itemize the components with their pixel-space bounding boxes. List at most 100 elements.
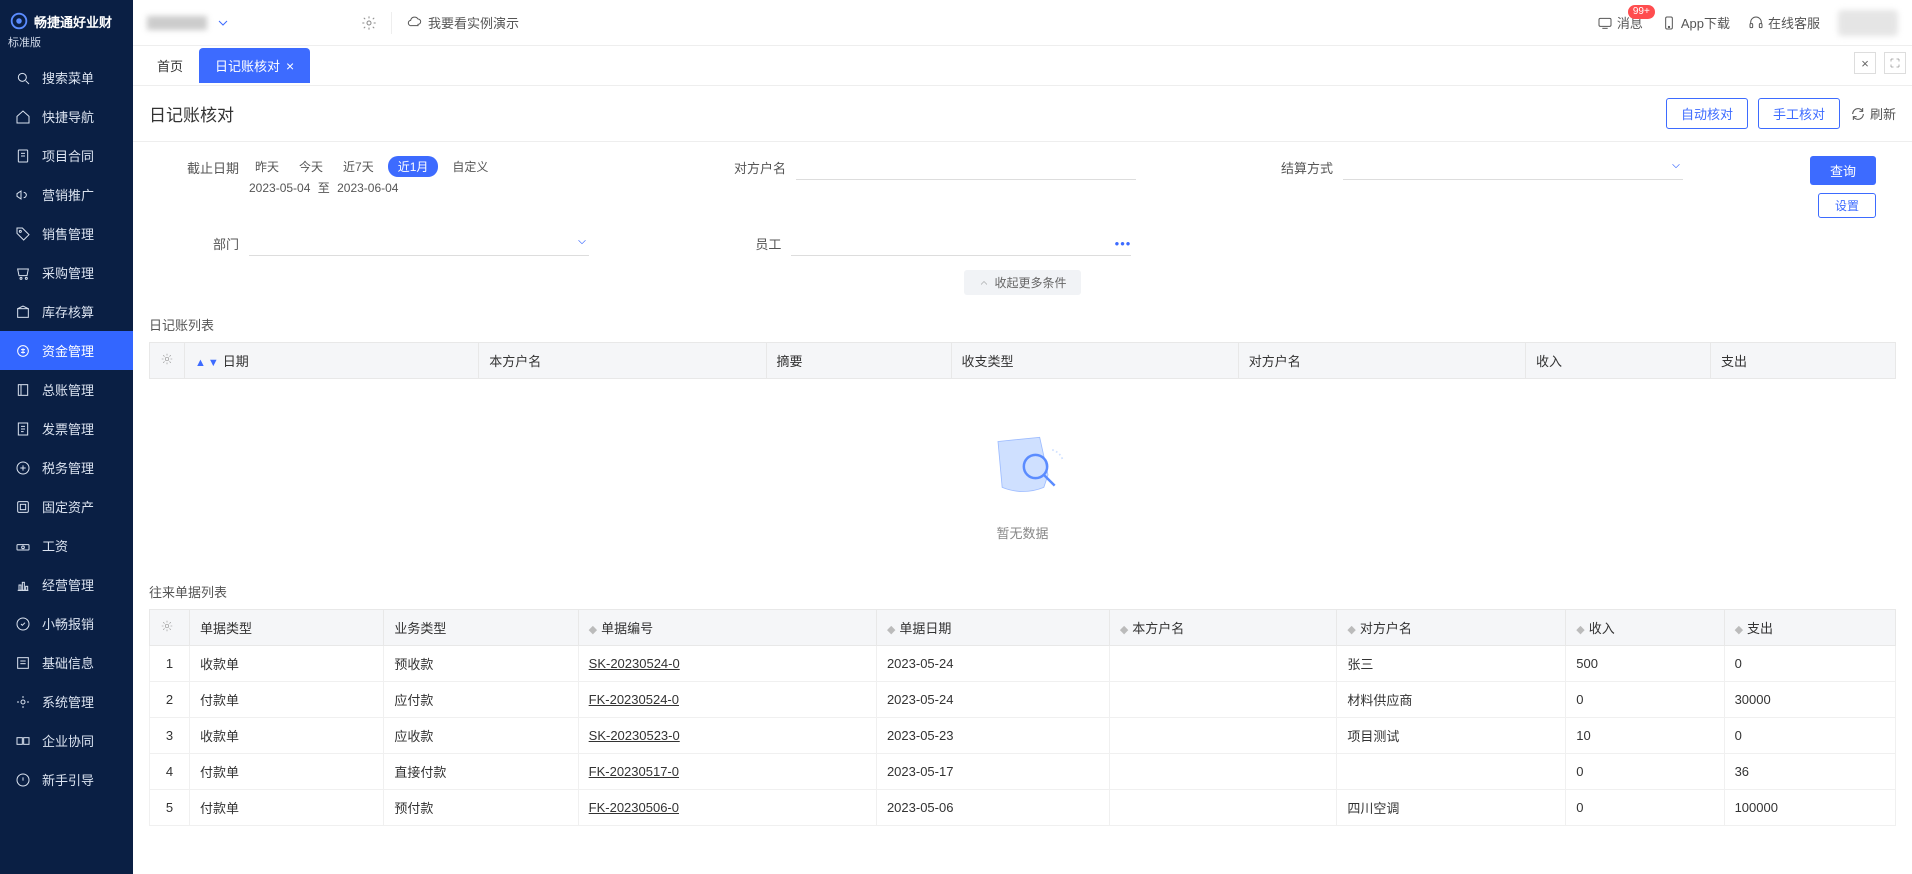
date-label: 截止日期 bbox=[169, 156, 239, 177]
col-doc-date[interactable]: ◆单据日期 bbox=[876, 610, 1109, 646]
col-doc-no[interactable]: ◆单据编号 bbox=[578, 610, 876, 646]
cell-doc-no[interactable]: FK-20230524-0 bbox=[578, 682, 876, 718]
sidebar-item-3[interactable]: 营销推广 bbox=[0, 175, 133, 214]
cell-doc-date: 2023-05-23 bbox=[876, 718, 1109, 754]
tab-close-icon[interactable]: × bbox=[286, 59, 294, 73]
page-title: 日记账核对 bbox=[149, 101, 234, 126]
settle-method-label: 结算方式 bbox=[1263, 156, 1333, 177]
customer-service-button[interactable]: 在线客服 bbox=[1748, 13, 1820, 32]
collapse-filters-label: 收起更多条件 bbox=[994, 274, 1066, 291]
col-our-acct[interactable]: 本方户名 bbox=[479, 343, 766, 379]
collapse-filters-button[interactable]: 收起更多条件 bbox=[964, 270, 1080, 295]
table-gear-header[interactable] bbox=[150, 610, 190, 646]
sidebar-item-6[interactable]: 库存核算 bbox=[0, 292, 133, 331]
cell-doc-no[interactable]: SK-20230524-0 bbox=[578, 646, 876, 682]
date-option-1[interactable]: 今天 bbox=[293, 156, 329, 177]
dept-input[interactable] bbox=[249, 232, 575, 255]
sidebar-item-label: 库存核算 bbox=[42, 302, 94, 321]
tab-home[interactable]: 首页 bbox=[141, 48, 199, 83]
tab-bar: 首页 日记账核对 × × bbox=[133, 46, 1912, 86]
sidebar-item-17[interactable]: 企业协同 bbox=[0, 721, 133, 760]
date-option-3[interactable]: 近1月 bbox=[388, 156, 439, 177]
more-icon: ••• bbox=[1115, 236, 1132, 251]
settle-method-input[interactable] bbox=[1343, 156, 1669, 179]
chevron-down-icon bbox=[215, 15, 231, 31]
gear-icon[interactable] bbox=[361, 15, 377, 31]
col-income2[interactable]: ◆收入 bbox=[1566, 610, 1724, 646]
col-doc-type[interactable]: 单据类型 bbox=[190, 610, 384, 646]
sidebar-item-18[interactable]: 新手引导 bbox=[0, 760, 133, 799]
sidebar-item-16[interactable]: 系统管理 bbox=[0, 682, 133, 721]
cell-doc-type: 付款单 bbox=[190, 754, 384, 790]
col-summary[interactable]: 摘要 bbox=[766, 343, 951, 379]
sidebar-item-12[interactable]: 工资 bbox=[0, 526, 133, 565]
dept-select[interactable] bbox=[249, 232, 589, 256]
brand-name: 畅捷通好业财 bbox=[34, 12, 112, 31]
col-income[interactable]: 收入 bbox=[1526, 343, 1711, 379]
app-download-button[interactable]: App下载 bbox=[1661, 13, 1730, 32]
sidebar-item-11[interactable]: 固定资产 bbox=[0, 487, 133, 526]
cell-doc-no[interactable]: FK-20230517-0 bbox=[578, 754, 876, 790]
sidebar-item-7[interactable]: 资金管理 bbox=[0, 331, 133, 370]
sidebar-item-9[interactable]: 发票管理 bbox=[0, 409, 133, 448]
app-download-label: App下载 bbox=[1681, 13, 1730, 32]
cell-doc-no[interactable]: SK-20230523-0 bbox=[578, 718, 876, 754]
col-biz-type[interactable]: 业务类型 bbox=[384, 610, 578, 646]
cell-income: 0 bbox=[1566, 682, 1724, 718]
cell-doc-date: 2023-05-24 bbox=[876, 646, 1109, 682]
refresh-button[interactable]: 刷新 bbox=[1850, 104, 1896, 123]
col-their-acct[interactable]: 对方户名 bbox=[1238, 343, 1525, 379]
refresh-label: 刷新 bbox=[1870, 104, 1896, 123]
sidebar-item-15[interactable]: 基础信息 bbox=[0, 643, 133, 682]
demo-link[interactable]: 我要看实例演示 bbox=[406, 13, 519, 32]
settings-button[interactable]: 设置 bbox=[1818, 193, 1876, 218]
date-option-0[interactable]: 昨天 bbox=[249, 156, 285, 177]
user-avatar[interactable] bbox=[1838, 10, 1898, 36]
col-our-acct2[interactable]: ◆本方户名 bbox=[1109, 610, 1337, 646]
sidebar-item-13[interactable]: 经营管理 bbox=[0, 565, 133, 604]
date-option-4[interactable]: 自定义 bbox=[446, 156, 494, 177]
sidebar-item-10[interactable]: 税务管理 bbox=[0, 448, 133, 487]
table-row: 3收款单应收款SK-20230523-02023-05-23项目测试100 bbox=[150, 718, 1896, 754]
tabs-fullscreen-icon[interactable] bbox=[1884, 52, 1906, 74]
col-their-acct2[interactable]: ◆对方户名 bbox=[1337, 610, 1566, 646]
messages-button[interactable]: 消息 99+ bbox=[1597, 13, 1643, 32]
tab-journal-check[interactable]: 日记账核对 × bbox=[199, 48, 310, 83]
sidebar-item-2[interactable]: 项目合同 bbox=[0, 136, 133, 175]
table-row: 5付款单预付款FK-20230506-02023-05-06四川空调010000… bbox=[150, 790, 1896, 826]
col-expense[interactable]: 支出 bbox=[1711, 343, 1896, 379]
col-io-type[interactable]: 收支类型 bbox=[951, 343, 1238, 379]
counterparty-input[interactable] bbox=[796, 156, 1136, 180]
chevron-up-icon bbox=[978, 277, 990, 289]
gear-icon bbox=[160, 352, 174, 366]
mobile-icon bbox=[1661, 15, 1677, 31]
tabs-close-all-icon[interactable]: × bbox=[1854, 52, 1876, 74]
row-index: 1 bbox=[150, 646, 190, 682]
auto-check-button[interactable]: 自动核对 bbox=[1666, 98, 1748, 129]
settle-method-select[interactable] bbox=[1343, 156, 1683, 180]
sidebar-item-8[interactable]: 总账管理 bbox=[0, 370, 133, 409]
sidebar-item-0[interactable]: 搜索菜单 bbox=[0, 58, 133, 97]
sidebar-item-4[interactable]: 销售管理 bbox=[0, 214, 133, 253]
sidebar-item-14[interactable]: 小畅报销 bbox=[0, 604, 133, 643]
col-expense2[interactable]: ◆支出 bbox=[1724, 610, 1895, 646]
sidebar-item-label: 销售管理 bbox=[42, 224, 94, 243]
sidebar-item-label: 经营管理 bbox=[42, 575, 94, 594]
query-button[interactable]: 查询 bbox=[1810, 156, 1876, 185]
col-date[interactable]: ▲▼日期 bbox=[185, 343, 479, 379]
sidebar-item-5[interactable]: 采购管理 bbox=[0, 253, 133, 292]
brand-logo-icon bbox=[8, 10, 30, 32]
staff-select[interactable]: ••• bbox=[791, 232, 1131, 256]
cell-doc-no[interactable]: FK-20230506-0 bbox=[578, 790, 876, 826]
table-row: 2付款单应付款FK-20230524-02023-05-24材料供应商03000… bbox=[150, 682, 1896, 718]
doc-table: 单据类型 业务类型 ◆单据编号 ◆单据日期 ◆本方户名 ◆对方户名 ◆收入 ◆支… bbox=[149, 609, 1896, 826]
sidebar-item-label: 新手引导 bbox=[42, 770, 94, 789]
date-option-2[interactable]: 近7天 bbox=[337, 156, 380, 177]
manual-check-button[interactable]: 手工核对 bbox=[1758, 98, 1840, 129]
table-gear-header[interactable] bbox=[150, 343, 185, 379]
staff-input[interactable] bbox=[791, 232, 1114, 255]
org-selector[interactable] bbox=[147, 15, 347, 31]
chevron-down-icon bbox=[1669, 159, 1683, 176]
sidebar-item-1[interactable]: 快捷导航 bbox=[0, 97, 133, 136]
messages-badge: 99+ bbox=[1628, 5, 1655, 19]
